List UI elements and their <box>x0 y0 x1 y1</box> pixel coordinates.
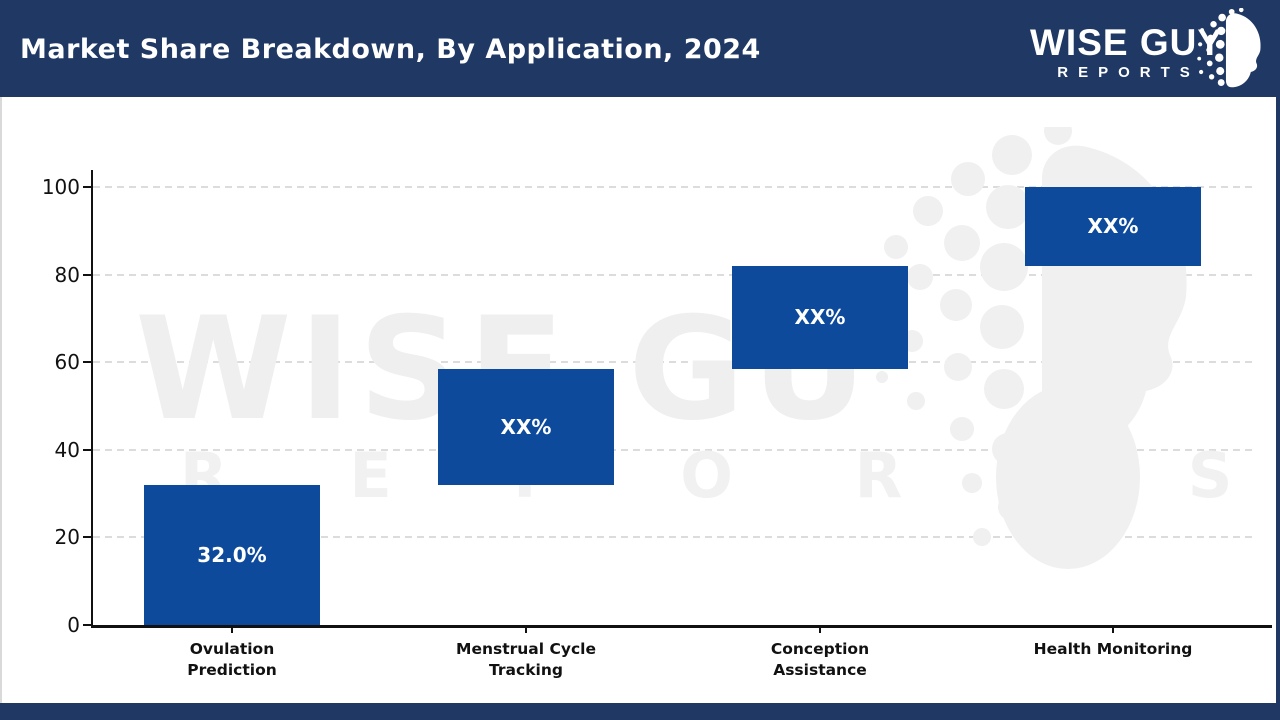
brand-logo: WISE GUY REPORTS <box>1006 6 1266 94</box>
gridline-60 <box>93 361 1255 364</box>
bar-segment: XX% <box>438 368 614 485</box>
header-band: Market Share Breakdown, By Application, … <box>0 0 1280 97</box>
y-tick-label: 20 <box>54 525 80 550</box>
x-axis-spine <box>91 625 1272 628</box>
bar-value-label: XX% <box>1087 214 1139 239</box>
right-edge-trim <box>1276 97 1280 703</box>
page-title: Market Share Breakdown, By Application, … <box>20 34 761 65</box>
x-tick <box>231 628 233 633</box>
bar-value-label: 32.0% <box>197 542 267 567</box>
bar-segment: XX% <box>732 265 908 369</box>
x-category-label-line: Ovulation <box>189 640 275 658</box>
x-category-label-line: Assistance <box>773 661 867 679</box>
brand-logo-text: WISE GUY REPORTS <box>1030 22 1224 82</box>
y-tick-label: 80 <box>54 262 80 287</box>
brand-name: WISE GUY <box>1030 22 1224 63</box>
y-tick-label: 100 <box>41 175 80 199</box>
bar-value-label: XX% <box>794 305 846 330</box>
x-category-label-line: Conception <box>770 640 870 658</box>
bar-segment: 32.0% <box>144 484 320 625</box>
x-tick <box>819 628 821 633</box>
y-tick-label: 60 <box>54 350 80 375</box>
footer-band <box>0 703 1280 720</box>
y-axis-spine <box>91 170 93 627</box>
x-tick <box>525 628 527 633</box>
y-tick-label: 40 <box>54 437 80 462</box>
y-tick-0 <box>83 624 91 626</box>
dotted-head-icon <box>1197 8 1261 88</box>
bar-segment: XX% <box>1025 187 1201 266</box>
y-tick-20 <box>83 536 91 539</box>
x-category-label-line: Prediction <box>187 661 277 679</box>
x-category-label-line: Menstrual Cycle <box>456 640 596 658</box>
x-category-label-line: Tracking <box>489 661 563 679</box>
y-tick-label: 0 <box>67 613 80 637</box>
gridline-80 <box>93 273 1255 276</box>
gridline-40 <box>93 448 1255 451</box>
y-tick-40 <box>83 448 91 451</box>
x-category-label: Ovulation Prediction <box>112 639 352 681</box>
gridline-20 <box>93 536 1255 539</box>
gridline-100 <box>93 186 1255 188</box>
y-tick-80 <box>83 273 91 276</box>
x-category-label-line: Health Monitoring <box>1033 640 1193 658</box>
chart-area: WISE GU R E P O R T S 0 20 40 60 80 100 32.0% O… <box>0 97 1280 703</box>
y-tick-60 <box>83 361 91 364</box>
brand-subname: REPORTS <box>1057 64 1200 81</box>
bar-value-label: XX% <box>500 414 552 439</box>
x-tick <box>1112 628 1114 633</box>
x-category-label: Conception Assistance <box>700 639 940 681</box>
x-category-label: Menstrual Cycle Tracking <box>406 639 646 681</box>
x-category-label: Health Monitoring <box>993 639 1233 660</box>
y-tick-100 <box>83 186 91 188</box>
